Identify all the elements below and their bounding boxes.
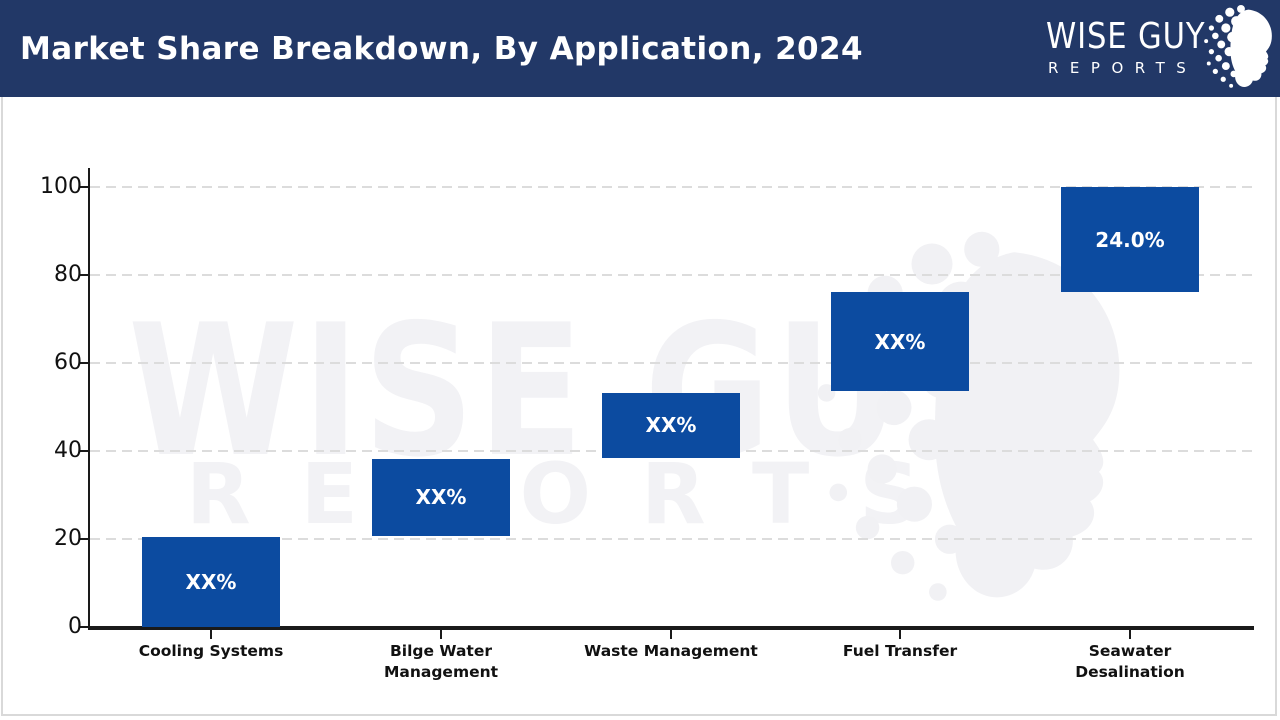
- logo-reports-text: REPORTS: [1048, 59, 1198, 77]
- y-tick-label-0: 0: [68, 614, 82, 639]
- bar-segment: XX%: [142, 536, 280, 627]
- chart-area: WISE GUY REPORTS 0 20 40 60 80 100 XX% Cooling …: [0, 97, 1280, 720]
- bar-value-label: XX%: [415, 485, 467, 510]
- x-category-label: Bilge Water Management: [383, 642, 499, 681]
- y-tick-mark-40: [80, 450, 89, 452]
- bar-value-label: XX%: [185, 569, 237, 594]
- bar-segment: XX%: [831, 292, 969, 392]
- x-tick-mark: [899, 630, 901, 639]
- y-tick-mark-0: [80, 626, 89, 628]
- page-title: Market Share Breakdown, By Application, …: [20, 30, 863, 67]
- y-tick-label-100: 100: [40, 174, 82, 199]
- waterfall-chart: 0 20 40 60 80 100 XX% Cooling Systems XX% Bilge W…: [0, 97, 1280, 720]
- bar-segment: 24.0%: [1061, 187, 1199, 293]
- y-axis-line: [88, 168, 90, 630]
- x-tick-mark: [440, 630, 442, 639]
- bar-value-label: XX%: [874, 329, 926, 354]
- y-tick-label-20: 20: [54, 526, 82, 551]
- x-category-label: Seawater Desalination: [1075, 642, 1185, 681]
- bar-segment: XX%: [372, 458, 510, 536]
- y-tick-label-60: 60: [54, 350, 82, 375]
- x-tick-mark: [1129, 630, 1131, 639]
- x-tick-mark: [210, 630, 212, 639]
- y-tick-mark-80: [80, 274, 89, 276]
- gridline-80: [90, 274, 1253, 276]
- bar-segment: XX%: [602, 392, 740, 459]
- gridline-20: [90, 538, 1253, 540]
- x-axis-line: [88, 626, 1254, 630]
- x-tick-mark: [670, 630, 672, 639]
- logo-face-icon: [1204, 4, 1272, 88]
- logo-wise-guy-text: WISE GUY: [1046, 16, 1206, 57]
- gridline-60: [90, 362, 1253, 364]
- wise-guy-logo: WISE GUY REPORTS: [1040, 0, 1280, 97]
- x-category-label: Fuel Transfer: [842, 642, 958, 660]
- y-tick-label-40: 40: [54, 438, 82, 463]
- y-tick-mark-100: [80, 186, 89, 188]
- y-tick-mark-60: [80, 362, 89, 364]
- bar-value-label: 24.0%: [1095, 227, 1165, 252]
- watermark-reports: REPORTS: [186, 445, 970, 543]
- bar-value-label: XX%: [645, 413, 697, 438]
- y-tick-label-80: 80: [54, 262, 82, 287]
- report-header: Market Share Breakdown, By Application, …: [0, 0, 1280, 97]
- x-category-label: Waste Management: [584, 642, 758, 660]
- x-category-label: Cooling Systems: [138, 642, 284, 660]
- y-tick-mark-20: [80, 538, 89, 540]
- gridline-100: [90, 186, 1253, 188]
